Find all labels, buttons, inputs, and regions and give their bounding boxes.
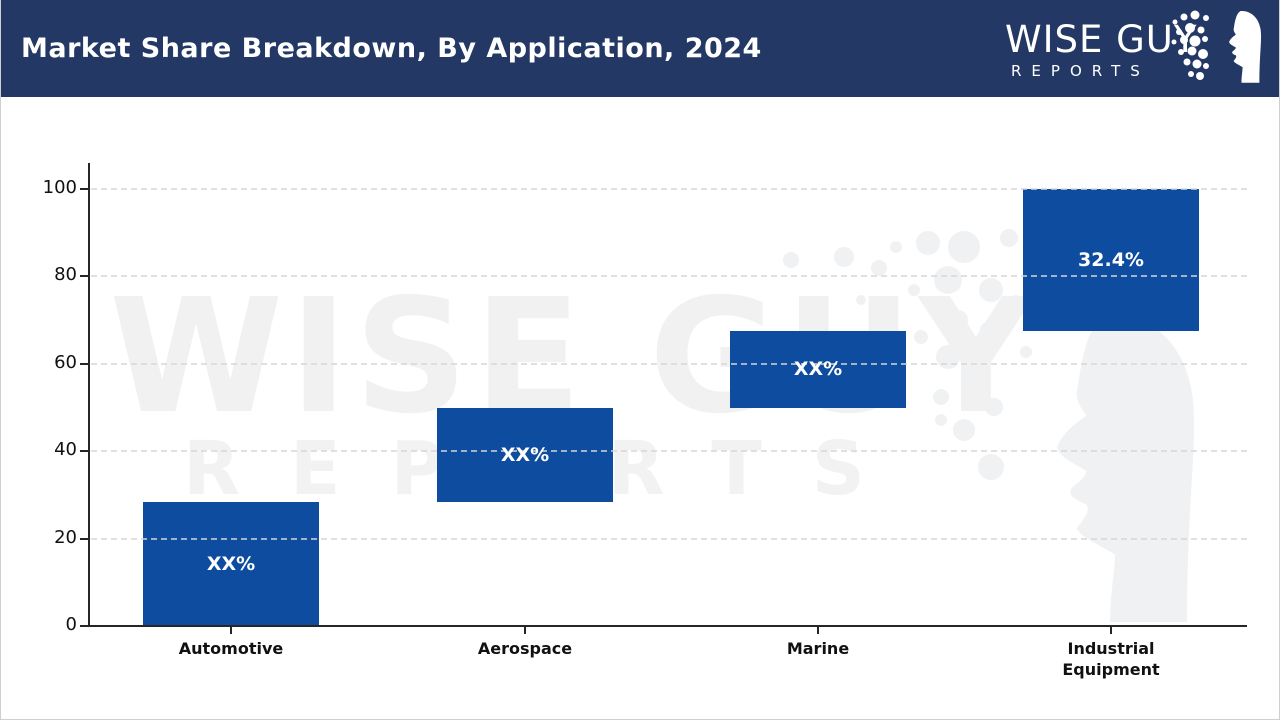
y-tick-mark bbox=[80, 275, 88, 278]
header-bar: Market Share Breakdown, By Application, … bbox=[1, 0, 1279, 97]
y-tick-label: 60 bbox=[54, 351, 77, 373]
brand-logo: WISE GUY REPORTS bbox=[1005, 10, 1262, 83]
x-axis-line bbox=[88, 625, 1247, 627]
y-tick-mark bbox=[80, 362, 88, 365]
y-tick-mark bbox=[80, 537, 88, 540]
gridline bbox=[91, 537, 1247, 540]
bar bbox=[730, 330, 906, 408]
y-tick-label: 20 bbox=[54, 526, 77, 548]
gridline bbox=[91, 188, 1247, 190]
x-tick-mark bbox=[1110, 627, 1112, 634]
brand-logo-subtext: REPORTS bbox=[1011, 62, 1150, 80]
y-tick-label: 0 bbox=[65, 614, 77, 635]
logo-dots-icon bbox=[1171, 10, 1209, 80]
y-tick-label: 100 bbox=[42, 177, 77, 198]
chart-title: Market Share Breakdown, By Application, … bbox=[21, 33, 762, 64]
category-label: Aerospace bbox=[477, 639, 573, 658]
y-tick-mark bbox=[80, 450, 88, 453]
gridline bbox=[91, 362, 1247, 365]
y-tick-label: 80 bbox=[54, 264, 77, 286]
y-tick-label: 40 bbox=[54, 439, 77, 461]
y-tick-mark bbox=[80, 625, 88, 627]
bar bbox=[143, 502, 319, 626]
bar-label: XX% bbox=[206, 553, 256, 576]
category-label: Industrial Equipment bbox=[1062, 639, 1160, 679]
x-tick-mark bbox=[230, 627, 232, 634]
bar bbox=[1023, 189, 1199, 331]
bar-label: XX% bbox=[500, 444, 550, 467]
gridline bbox=[91, 275, 1247, 278]
bar-label: XX% bbox=[793, 358, 843, 381]
category-label: Automotive bbox=[178, 639, 284, 658]
x-tick-mark bbox=[817, 627, 819, 634]
brand-logo-text: WISE GUY bbox=[1005, 18, 1197, 61]
y-axis-line bbox=[88, 163, 90, 627]
y-tick-mark bbox=[80, 188, 88, 190]
x-tick-mark bbox=[524, 627, 526, 634]
category-label: Marine bbox=[786, 639, 850, 658]
logo-face-icon bbox=[1229, 10, 1262, 83]
bar bbox=[437, 407, 613, 503]
bar-label: 32.4% bbox=[1078, 248, 1144, 271]
gridline bbox=[91, 450, 1247, 453]
